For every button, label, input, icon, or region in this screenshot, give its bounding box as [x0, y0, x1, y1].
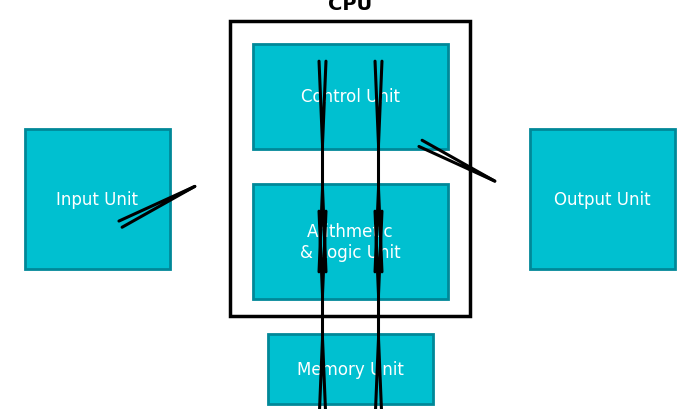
Text: Memory Unit: Memory Unit: [297, 360, 404, 378]
Bar: [253, 45, 448, 150]
Text: Control Unit: Control Unit: [301, 88, 400, 106]
Bar: [25, 130, 170, 270]
Bar: [268, 334, 433, 404]
Bar: [230, 22, 470, 316]
Text: Output Unit: Output Unit: [554, 191, 651, 209]
Text: Arithmetic
& Logic Unit: Arithmetic & Logic Unit: [300, 222, 401, 261]
Bar: [530, 130, 675, 270]
Text: Input Unit: Input Unit: [57, 191, 139, 209]
Text: CPU: CPU: [328, 0, 372, 14]
Bar: [253, 184, 448, 299]
